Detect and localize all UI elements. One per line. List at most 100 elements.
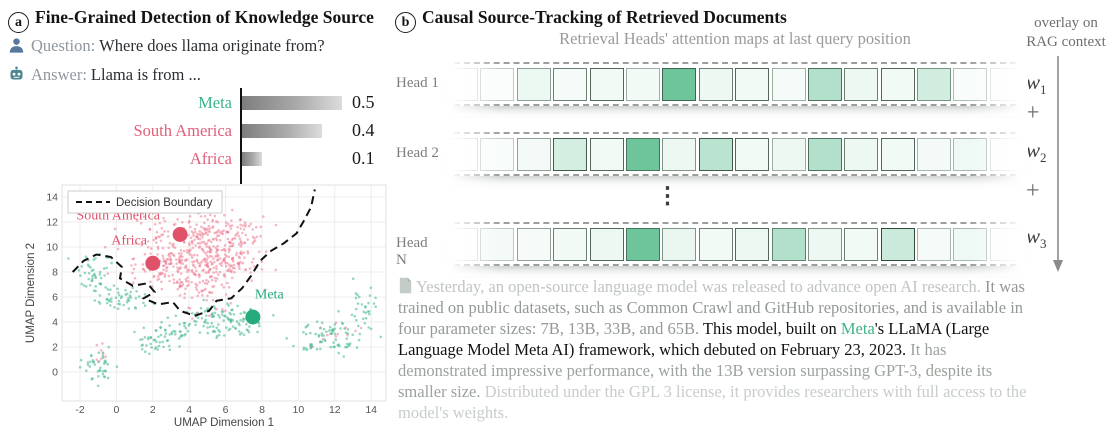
scatter-point (238, 237, 242, 240)
scatter-point (226, 237, 230, 241)
scatter-point (319, 347, 322, 351)
scatter-point (115, 365, 119, 368)
scatter-point (362, 317, 365, 320)
scatter-point (203, 320, 206, 324)
scatter-point (241, 231, 244, 235)
scatter-point (90, 377, 94, 381)
scatter-point (184, 277, 188, 281)
scatter-point (153, 338, 157, 342)
scatter-point (227, 250, 231, 254)
scatter-point (304, 347, 308, 350)
scatter-point (250, 260, 254, 264)
scatter-point (341, 322, 345, 326)
scatter-point (143, 336, 147, 339)
scatter-point (206, 227, 210, 231)
scatter-point (178, 330, 182, 333)
scatter-point (194, 244, 197, 247)
scatter-point (337, 310, 340, 313)
highlight-dot-africa (145, 255, 161, 271)
scatter-point (228, 267, 231, 270)
scatter-point (91, 274, 94, 278)
scatter-point (215, 251, 218, 254)
scatter-point (152, 238, 155, 242)
scatter-point (244, 233, 248, 237)
scatter-point (171, 273, 174, 277)
scatter-point (186, 276, 189, 279)
scatter-point (239, 312, 243, 315)
attention-cell (553, 227, 588, 261)
bar-label: Meta (198, 93, 232, 112)
scatter-point (167, 344, 171, 348)
attention-cell (771, 137, 806, 171)
scatter-point (346, 328, 350, 331)
scatter-point (233, 266, 236, 270)
scatter-point (174, 333, 177, 336)
scatter-point (97, 375, 100, 378)
scatter-point (196, 232, 199, 236)
scatter-point (200, 317, 204, 320)
attention-cell (807, 137, 842, 171)
x-tick: 2 (150, 404, 156, 416)
scatter-point (309, 331, 312, 335)
attention-cell (735, 67, 770, 101)
overlay-note-line1: overlay on (1034, 15, 1098, 31)
scatter-point (149, 336, 153, 340)
user-icon (9, 38, 24, 53)
scatter-point (167, 246, 170, 250)
scatter-point (325, 330, 328, 333)
attention-strip (442, 130, 1028, 186)
scatter-point (103, 274, 106, 277)
scatter-point (200, 225, 203, 229)
scatter-point (211, 325, 215, 328)
x-tick: 12 (329, 404, 341, 416)
y-tick: 0 (52, 367, 58, 379)
scatter-point (196, 242, 200, 245)
scatter-point (226, 302, 229, 305)
y-tick: 10 (46, 242, 58, 254)
scatter-point (322, 327, 326, 331)
scatter-point (156, 348, 159, 351)
scatter-point (216, 248, 219, 251)
bar (242, 124, 322, 138)
scatter-point (134, 263, 137, 266)
scatter-point (232, 313, 236, 316)
y-axis-title: UMAP Dimension 2 (25, 243, 37, 343)
scatter-point (133, 330, 136, 334)
attention-cell (989, 67, 1024, 101)
scatter-point (97, 360, 100, 364)
scatter-point (181, 262, 184, 265)
x-tick: 14 (365, 404, 377, 416)
scatter-point (163, 275, 166, 278)
scatter-point (188, 215, 192, 218)
attention-cell (662, 227, 697, 261)
weight-label-w2: w2 (1026, 138, 1047, 166)
scatter-point (153, 274, 156, 278)
scatter-point (319, 340, 322, 343)
scatter-point (357, 338, 361, 342)
scatter-point (233, 326, 237, 330)
scatter-point (309, 344, 312, 347)
scatter-point (108, 299, 111, 303)
scatter-point (212, 237, 215, 241)
scatter-point (133, 276, 137, 280)
scatter-point (242, 228, 246, 231)
scatter-point (228, 269, 232, 273)
scatter-point (356, 302, 360, 305)
scatter-point (164, 262, 168, 266)
scatter-point (353, 315, 357, 318)
bar-row: South America 0.4 (10, 120, 380, 142)
scatter-point (230, 244, 234, 248)
scatter-point (224, 221, 228, 224)
scatter-point (225, 265, 228, 268)
scatter-point (241, 317, 245, 320)
rag-text-segment: 's LLaMA (Large Language Model Meta AI) … (398, 318, 990, 359)
scatter-point (104, 355, 107, 358)
plus-sign-2: + (1026, 178, 1040, 204)
scatter-point (179, 249, 183, 252)
bar-label: Africa (189, 149, 232, 168)
scatter-point (96, 384, 100, 388)
scatter-point (229, 301, 233, 305)
scatter-point (234, 234, 237, 237)
scatter-point (105, 297, 109, 301)
scatter-point (168, 348, 172, 352)
